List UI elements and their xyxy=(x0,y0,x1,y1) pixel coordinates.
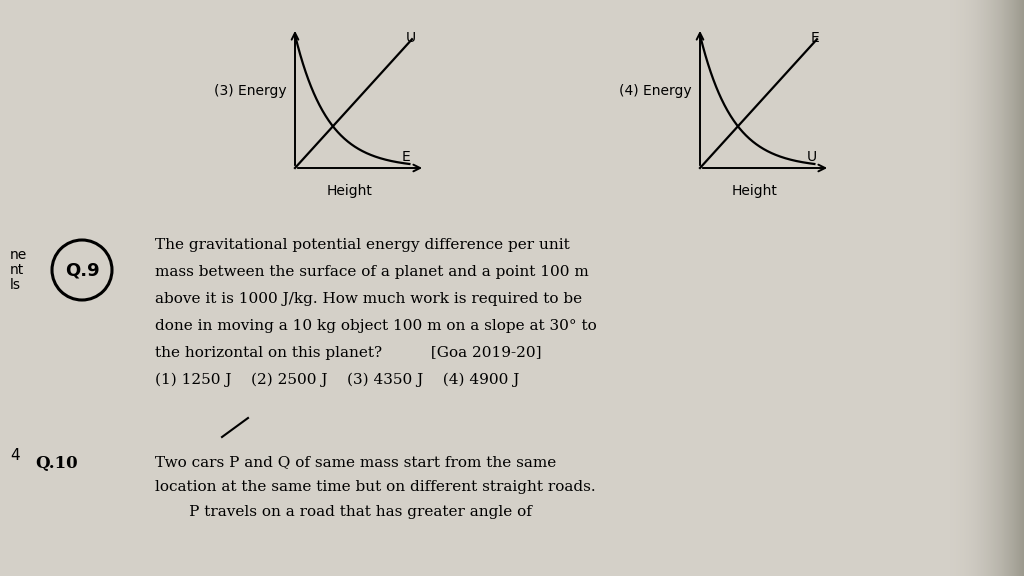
Text: Q.10: Q.10 xyxy=(35,455,78,472)
Text: Height: Height xyxy=(327,184,373,198)
Text: Height: Height xyxy=(732,184,777,198)
Text: ls: ls xyxy=(10,278,22,292)
Text: the horizontal on this planet?          [Goa 2019-20]: the horizontal on this planet? [Goa 2019… xyxy=(155,346,542,360)
Text: U: U xyxy=(807,150,817,164)
Text: (1) 1250 J    (2) 2500 J    (3) 4350 J    (4) 4900 J: (1) 1250 J (2) 2500 J (3) 4350 J (4) 490… xyxy=(155,373,519,388)
Text: E: E xyxy=(401,150,411,164)
Text: Q.9: Q.9 xyxy=(65,261,99,279)
Text: 4: 4 xyxy=(10,448,19,463)
Text: Two cars P and Q of same mass start from the same: Two cars P and Q of same mass start from… xyxy=(155,455,556,469)
Text: U: U xyxy=(406,31,416,45)
Text: done in moving a 10 kg object 100 m on a slope at 30° to: done in moving a 10 kg object 100 m on a… xyxy=(155,319,597,333)
Text: (3) Energy: (3) Energy xyxy=(214,84,287,98)
Text: P travels on a road that has greater angle of: P travels on a road that has greater ang… xyxy=(155,505,531,519)
Text: (4) Energy: (4) Energy xyxy=(620,84,692,98)
Text: E: E xyxy=(811,31,819,45)
Text: location at the same time but on different straight roads.: location at the same time but on differe… xyxy=(155,480,596,494)
Text: mass between the surface of a planet and a point 100 m: mass between the surface of a planet and… xyxy=(155,265,589,279)
Text: ne: ne xyxy=(10,248,28,262)
Text: nt: nt xyxy=(10,263,25,277)
Text: The gravitational potential energy difference per unit: The gravitational potential energy diffe… xyxy=(155,238,569,252)
Text: above it is 1000 J/kg. How much work is required to be: above it is 1000 J/kg. How much work is … xyxy=(155,292,582,306)
